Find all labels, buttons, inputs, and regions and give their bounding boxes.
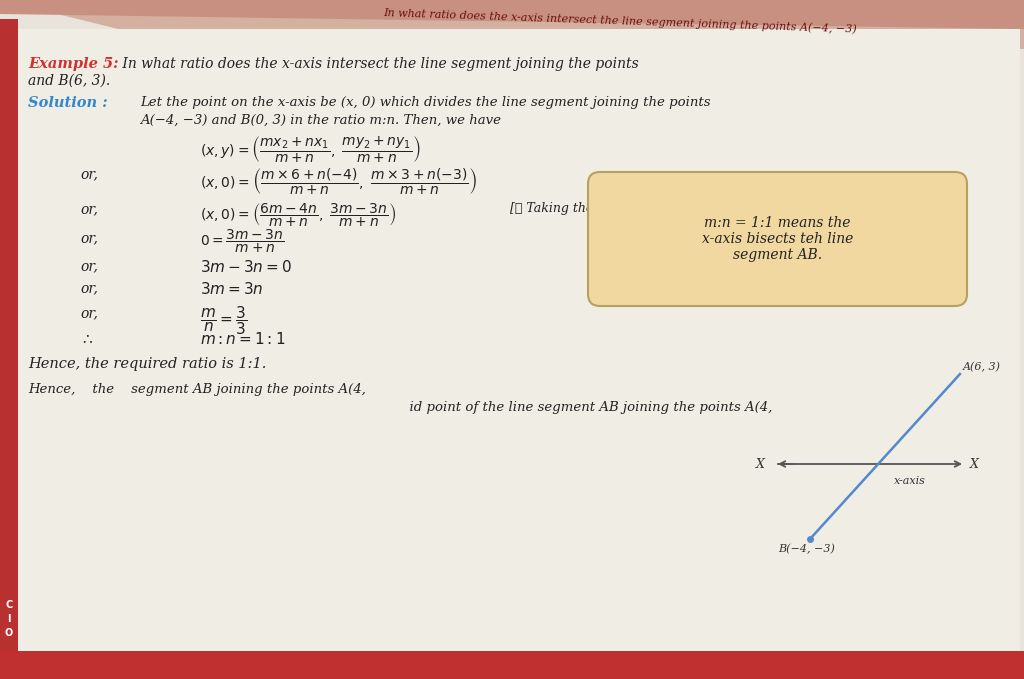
Text: Hence, the required ratio is 1:1.: Hence, the required ratio is 1:1. [28,357,266,371]
Text: Hence,    the    segment AB joining the points A(4,: Hence, the segment AB joining the points… [28,383,366,396]
Text: B(−4, −3): B(−4, −3) [778,544,836,554]
FancyBboxPatch shape [588,172,967,306]
Text: or,: or, [80,281,98,295]
Text: In what ratio does the x-axis intersect the line segment joining the points: In what ratio does the x-axis intersect … [118,57,639,71]
Text: Hence,    the     required ratio is 1:1.: Hence, the required ratio is 1:1. [28,379,274,392]
Text: A(−4, −3) and B(0, 3) in the ratio m:n. Then, we have: A(−4, −3) and B(0, 3) in the ratio m:n. … [140,114,501,127]
Text: Solution :: Solution : [28,96,108,110]
Text: $(x, 0) = \left(\dfrac{m \times 6 + n(-4)}{m+n},\ \dfrac{m \times 3 + n(-3)}{m+n: $(x, 0) = \left(\dfrac{m \times 6 + n(-4… [200,167,477,198]
Text: $\dfrac{m}{n} = \dfrac{3}{3}$: $\dfrac{m}{n} = \dfrac{3}{3}$ [200,304,247,337]
Text: $(x, y) = \left(\dfrac{mx_2 + nx_1}{m+n},\ \dfrac{my_2 + ny_1}{m+n}\right)$: $(x, y) = \left(\dfrac{mx_2 + nx_1}{m+n}… [200,134,421,164]
Text: $(x, 0) = \left(\dfrac{6m - 4n}{m+n},\ \dfrac{3m - 3n}{m+n}\right)$: $(x, 0) = \left(\dfrac{6m - 4n}{m+n},\ \… [200,202,396,230]
Text: X: X [756,458,765,471]
Text: C
I
O: C I O [5,600,13,638]
Text: $3m - 3n = 0$: $3m - 3n = 0$ [200,259,292,275]
Text: $0 = \dfrac{3m - 3n}{m+n}$: $0 = \dfrac{3m - 3n}{m+n}$ [200,228,285,255]
FancyBboxPatch shape [0,651,1024,679]
Text: or,: or, [80,231,98,245]
Text: or,: or, [80,202,98,216]
FancyBboxPatch shape [0,19,18,679]
FancyBboxPatch shape [15,29,1020,679]
Text: or,: or, [80,167,98,181]
Text: id point of the line segment AB joining the points A(4,: id point of the line segment AB joining … [350,401,772,414]
Text: $3m = 3n$: $3m = 3n$ [200,281,263,297]
Text: Example 5:: Example 5: [28,57,119,71]
Text: x-axis: x-axis [894,476,926,486]
Text: $\therefore$: $\therefore$ [80,331,94,346]
Text: m:n = 1:1 means the
x-axis bisects teh line
segment AB.: m:n = 1:1 means the x-axis bisects teh l… [701,216,853,262]
Polygon shape [0,0,1024,49]
Text: A(6, 3): A(6, 3) [963,362,1001,372]
Polygon shape [0,0,1024,29]
Text: X: X [970,458,979,471]
Text: and B(6, 3).: and B(6, 3). [28,74,111,88]
Text: or,: or, [80,259,98,273]
Text: [∵ Taking the y-components only]: [∵ Taking the y-components only] [510,202,721,215]
Text: Let the point on the x-axis be (x, 0) which divides the line segment joining the: Let the point on the x-axis be (x, 0) wh… [140,96,711,109]
Text: In what ratio does the x-axis intersect the line segment joining the points A(−4: In what ratio does the x-axis intersect … [383,7,857,35]
Text: $m:n = 1:1$: $m:n = 1:1$ [200,331,286,347]
Text: or,: or, [80,306,98,320]
